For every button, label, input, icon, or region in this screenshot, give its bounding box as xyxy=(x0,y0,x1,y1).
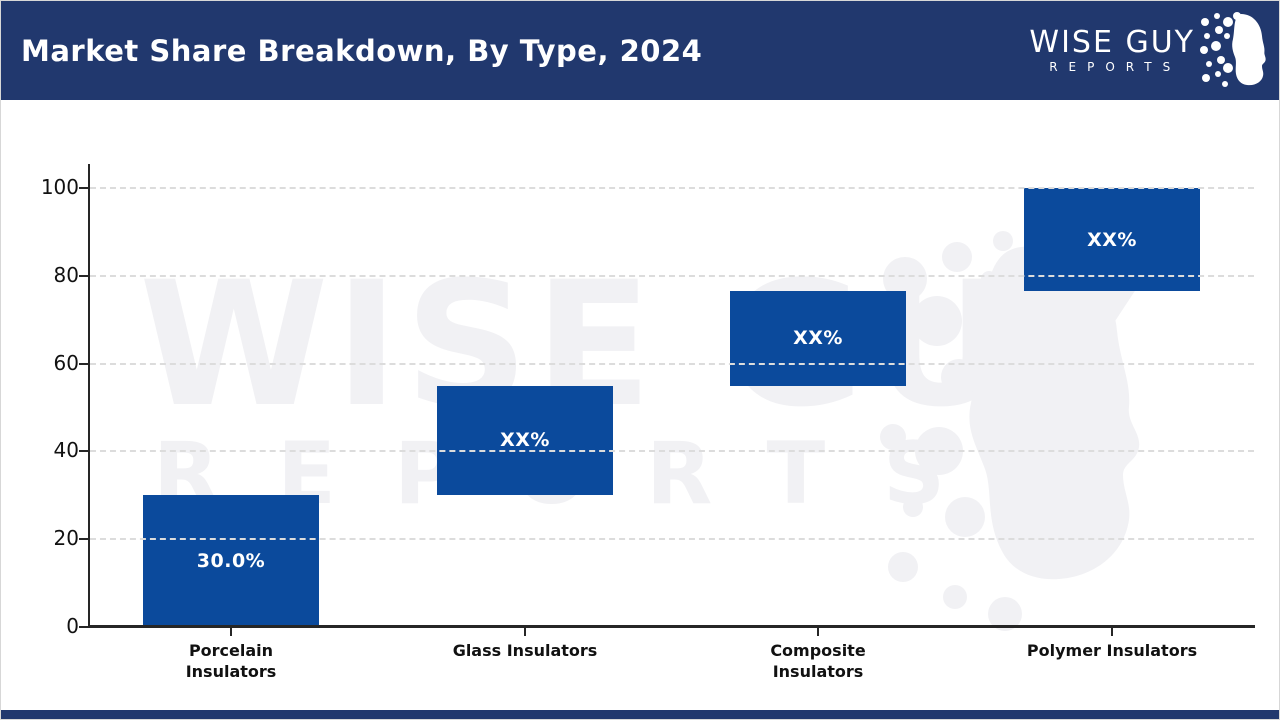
y-tick-60 xyxy=(79,362,88,365)
bar-value-label: XX% xyxy=(793,327,843,350)
footer-bar xyxy=(1,710,1279,719)
x-tick-1 xyxy=(230,628,232,636)
y-tick-100 xyxy=(79,187,88,189)
y-tick-label-100: 100 xyxy=(40,175,79,199)
gridline-40 xyxy=(90,450,1254,453)
x-tick-2 xyxy=(524,628,526,636)
x-category-label-3: Composite Insulators xyxy=(770,641,866,681)
gridline-80 xyxy=(90,274,1254,277)
y-tick-80 xyxy=(79,274,88,277)
y-axis-line xyxy=(88,164,90,627)
y-tick-label-0: 0 xyxy=(66,614,79,638)
y-tick-label-80: 80 xyxy=(53,262,79,287)
x-category-label-1: Porcelain Insulators xyxy=(185,641,277,681)
bar-segment-1: 30.0% xyxy=(143,495,319,627)
x-axis-line xyxy=(88,625,1255,628)
brand-face-icon xyxy=(1200,11,1266,87)
header: Market Share Breakdown, By Type, 2024 WI… xyxy=(1,1,1279,100)
x-category-label-4: Polymer Insulators xyxy=(1026,641,1198,660)
y-tick-40 xyxy=(79,450,88,453)
gridline-60 xyxy=(90,362,1254,365)
y-tick-20 xyxy=(79,538,88,541)
page-title: Market Share Breakdown, By Type, 2024 xyxy=(21,33,703,68)
bar-segment-3: XX% xyxy=(730,291,906,386)
brand-logo: WISE GUY REPORTS xyxy=(1029,8,1267,94)
gridline-20 xyxy=(90,538,1254,541)
bar-segment-2: XX% xyxy=(437,385,613,496)
bar-value-label: XX% xyxy=(500,429,550,452)
x-tick-3 xyxy=(817,628,819,636)
bar-value-label: 30.0% xyxy=(196,550,266,573)
brand-subtitle: REPORTS xyxy=(1049,60,1182,75)
y-tick-label-60: 60 xyxy=(53,350,79,375)
bar-value-label: XX% xyxy=(1087,228,1137,251)
brand-wordmark: WISE GUY xyxy=(1029,24,1195,60)
gridline-100 xyxy=(90,187,1254,189)
x-category-label-2: Glass Insulators xyxy=(452,641,598,660)
y-tick-0 xyxy=(79,626,88,628)
bar-segment-4: XX% xyxy=(1024,188,1200,292)
y-tick-label-20: 20 xyxy=(53,526,79,551)
y-tick-label-40: 40 xyxy=(53,438,79,463)
x-tick-4 xyxy=(1111,628,1113,636)
brand-logo-text: WISE GUY REPORTS xyxy=(1029,27,1195,75)
